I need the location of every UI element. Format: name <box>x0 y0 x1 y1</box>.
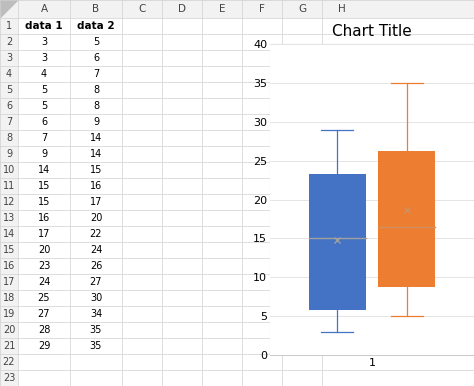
Text: 16: 16 <box>38 213 50 223</box>
Text: 4: 4 <box>41 69 47 79</box>
Text: 11: 11 <box>3 181 15 191</box>
Text: 5: 5 <box>93 37 99 47</box>
Text: 18: 18 <box>3 293 15 303</box>
Text: 17: 17 <box>38 229 50 239</box>
Text: 19: 19 <box>3 309 15 319</box>
Text: 20: 20 <box>38 245 50 255</box>
Text: A: A <box>40 4 47 14</box>
Polygon shape <box>0 0 18 18</box>
Text: 9: 9 <box>93 117 99 127</box>
Text: 23: 23 <box>38 261 50 271</box>
Text: 1: 1 <box>6 21 12 31</box>
Text: 5: 5 <box>41 101 47 111</box>
Text: 22: 22 <box>90 229 102 239</box>
Text: 23: 23 <box>3 373 15 383</box>
Text: F: F <box>259 4 265 14</box>
Text: 14: 14 <box>90 133 102 143</box>
Text: 14: 14 <box>38 165 50 175</box>
Text: 34: 34 <box>90 309 102 319</box>
Text: 2: 2 <box>6 37 12 47</box>
Bar <box>309 174 366 310</box>
Text: 8: 8 <box>93 101 99 111</box>
Text: 35: 35 <box>90 341 102 351</box>
Text: 9: 9 <box>6 149 12 159</box>
Text: 22: 22 <box>3 357 15 367</box>
Text: 24: 24 <box>90 245 102 255</box>
Text: 6: 6 <box>41 117 47 127</box>
Text: 25: 25 <box>38 293 50 303</box>
Text: 8: 8 <box>93 85 99 95</box>
Text: 24: 24 <box>38 277 50 287</box>
Text: 15: 15 <box>38 181 50 191</box>
Text: 8: 8 <box>6 133 12 143</box>
Text: 16: 16 <box>90 181 102 191</box>
Text: H: H <box>338 4 346 14</box>
Text: 3: 3 <box>41 37 47 47</box>
Text: data 1: data 1 <box>25 21 63 31</box>
Text: 28: 28 <box>38 325 50 335</box>
Text: 27: 27 <box>90 277 102 287</box>
Text: 20: 20 <box>3 325 15 335</box>
Text: 15: 15 <box>3 245 15 255</box>
Text: 7: 7 <box>93 69 99 79</box>
Text: 27: 27 <box>38 309 50 319</box>
Text: 20: 20 <box>90 213 102 223</box>
Text: 14: 14 <box>3 229 15 239</box>
Bar <box>270 44 474 355</box>
Text: 16: 16 <box>3 261 15 271</box>
Text: 7: 7 <box>6 117 12 127</box>
Text: 29: 29 <box>38 341 50 351</box>
Text: 12: 12 <box>3 197 15 207</box>
Text: 26: 26 <box>90 261 102 271</box>
Text: 14: 14 <box>90 149 102 159</box>
Text: 9: 9 <box>41 149 47 159</box>
Text: 17: 17 <box>90 197 102 207</box>
Text: 5: 5 <box>6 85 12 95</box>
Text: E: E <box>219 4 225 14</box>
Text: 3: 3 <box>41 53 47 63</box>
Text: C: C <box>138 4 146 14</box>
Text: 5: 5 <box>41 85 47 95</box>
Text: 3: 3 <box>6 53 12 63</box>
Text: 4: 4 <box>6 69 12 79</box>
Text: 10: 10 <box>3 165 15 175</box>
Bar <box>0 0 18 386</box>
Text: B: B <box>92 4 100 14</box>
Text: 7: 7 <box>41 133 47 143</box>
Bar <box>378 151 435 287</box>
Text: 35: 35 <box>90 325 102 335</box>
Text: 15: 15 <box>90 165 102 175</box>
Text: 15: 15 <box>38 197 50 207</box>
Text: data 2: data 2 <box>77 21 115 31</box>
Text: 6: 6 <box>6 101 12 111</box>
Text: D: D <box>178 4 186 14</box>
Text: 21: 21 <box>3 341 15 351</box>
Text: 13: 13 <box>3 213 15 223</box>
Text: 17: 17 <box>3 277 15 287</box>
Text: 30: 30 <box>90 293 102 303</box>
Text: 6: 6 <box>93 53 99 63</box>
Bar <box>0 0 474 18</box>
Text: G: G <box>298 4 306 14</box>
Title: Chart Title: Chart Title <box>332 24 412 39</box>
